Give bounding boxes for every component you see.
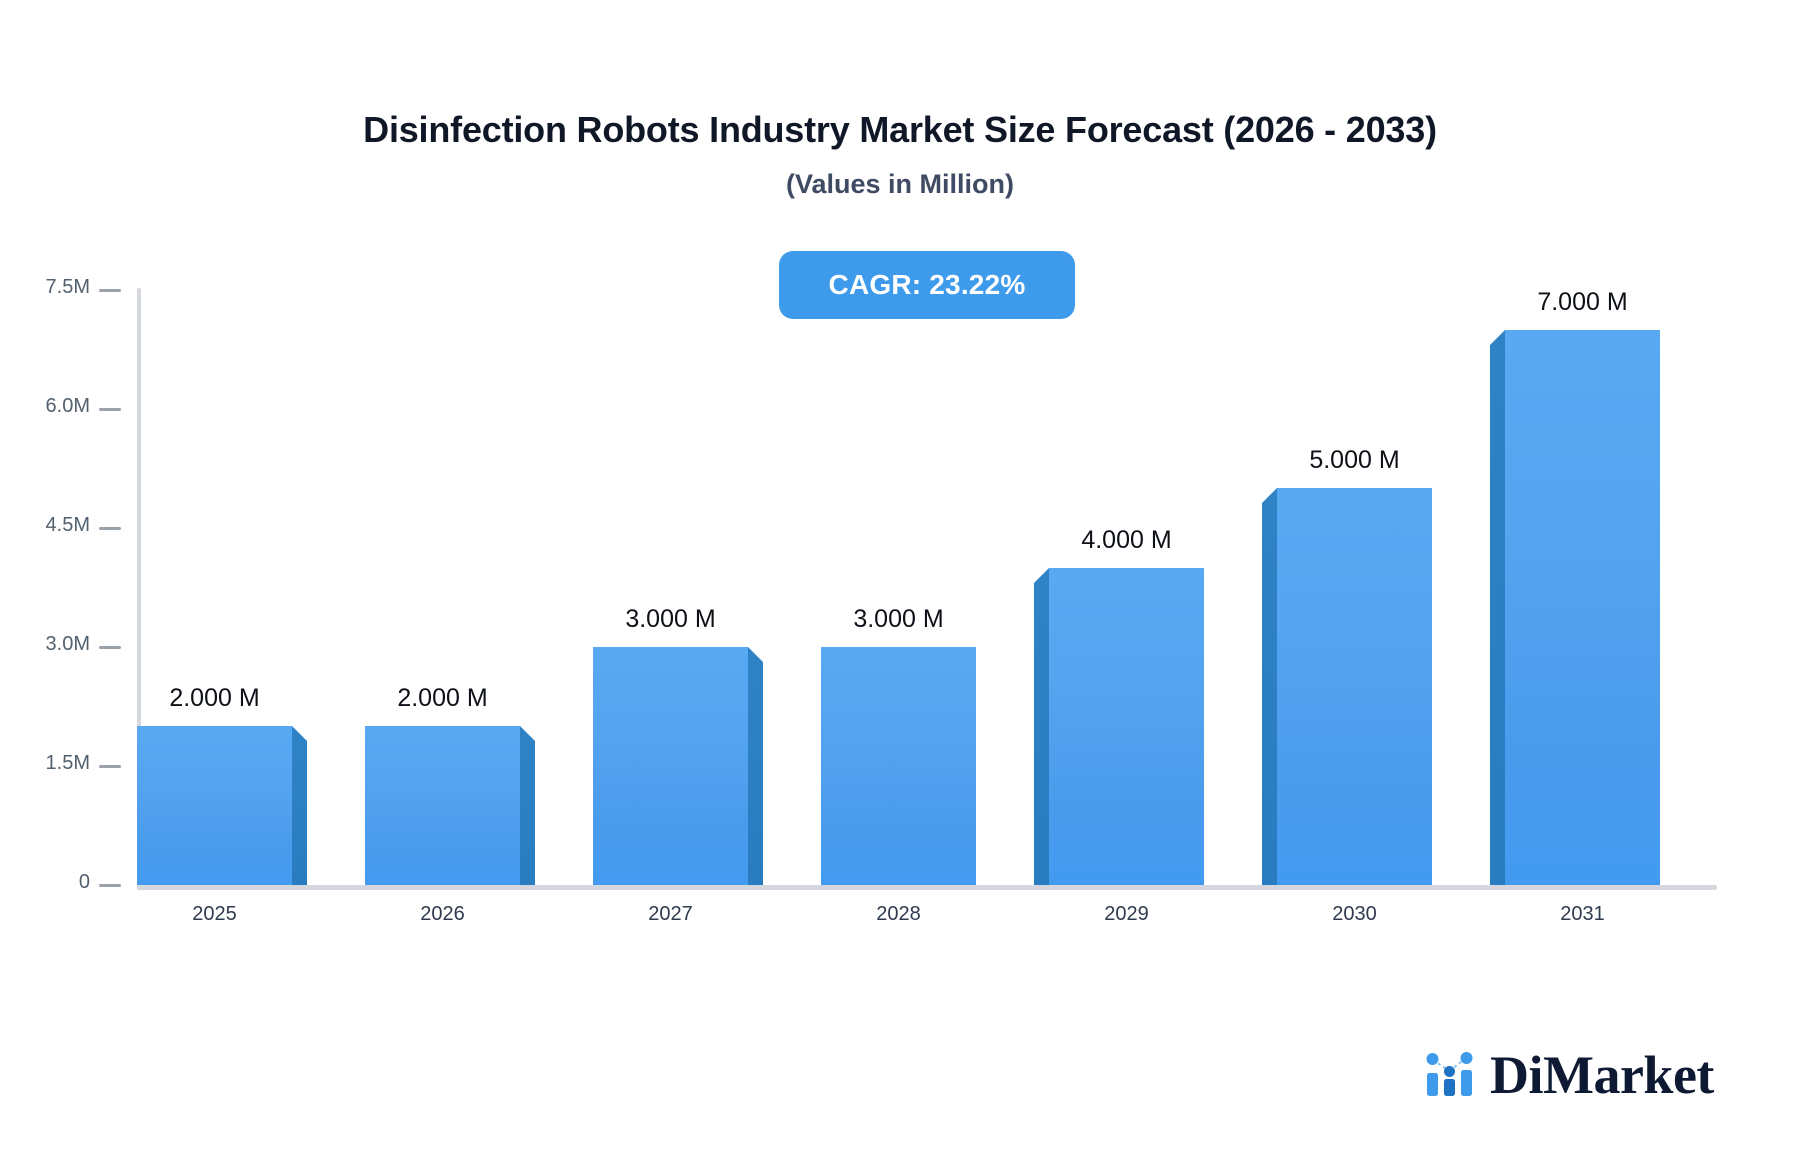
- bar-bevel: [1262, 488, 1277, 504]
- bar[interactable]: 3.000 M: [593, 605, 763, 885]
- bar[interactable]: 2.000 M: [365, 684, 535, 885]
- bar-value-label: 3.000 M: [625, 605, 716, 633]
- bar-value-label: 7.000 M: [1537, 287, 1628, 316]
- bar-face: [1277, 488, 1432, 885]
- x-axis-tick-label: 2027: [648, 903, 693, 925]
- bar[interactable]: 2.000 M: [137, 684, 307, 885]
- y-axis-tick-label: 0: [78, 871, 90, 893]
- y-axis-tick: [99, 884, 121, 887]
- bar-side-panel: [1490, 344, 1505, 885]
- bar-face: [137, 726, 292, 885]
- bar-side-panel: [520, 741, 535, 885]
- page-title: Disinfection Robots Industry Market Size…: [363, 109, 1437, 150]
- y-axis-tick-label: 7.5M: [45, 276, 90, 298]
- bar-face: [1505, 329, 1660, 885]
- y-axis-line: [137, 288, 141, 888]
- x-axis-tick-label: 2025: [192, 903, 237, 925]
- bar-side-panel: [1262, 503, 1277, 885]
- x-axis-tick-label: 2030: [1332, 903, 1377, 925]
- bar-face: [365, 726, 520, 885]
- x-axis-tick-label: 2028: [876, 903, 921, 925]
- x-axis-line: [137, 885, 1717, 890]
- brand-name: DiMarket: [1490, 1045, 1714, 1105]
- bar-side-panel: [1034, 582, 1049, 885]
- bar-bevel: [1034, 567, 1049, 583]
- chart-header: Disinfection Robots Industry Market Size…: [0, 110, 1800, 199]
- bar-bevel: [520, 726, 535, 742]
- y-axis-tick-label: 1.5M: [45, 752, 90, 774]
- brand-logo: DiMarket: [1424, 1038, 1714, 1112]
- bar-bevel: [1490, 329, 1505, 345]
- y-axis-tick-label: 4.5M: [45, 514, 90, 536]
- bar[interactable]: 3.000 M: [821, 605, 976, 885]
- chart-subtitle: (Values in Million): [785, 168, 1015, 199]
- y-axis-tick: [99, 646, 121, 649]
- x-axis-tick-label: 2031: [1560, 903, 1605, 925]
- bar-value-label: 5.000 M: [1309, 446, 1400, 475]
- bar-face: [593, 647, 748, 885]
- bar-chart-icon: [1424, 1047, 1476, 1104]
- bar-value-label: 2.000 M: [397, 684, 488, 713]
- x-axis-tick-label: 2029: [1104, 903, 1149, 925]
- y-axis-tick: [99, 408, 121, 411]
- bar-bevel: [748, 647, 763, 662]
- cagr-badge-label: CAGR: 23.22%: [828, 269, 1026, 300]
- bar-value-label: 2.000 M: [169, 684, 260, 713]
- bar-bevel: [292, 726, 307, 742]
- bar[interactable]: 5.000 M: [1262, 446, 1432, 885]
- bar[interactable]: 7.000 M: [1490, 288, 1660, 885]
- x-axis-tick-label: 2026: [420, 903, 465, 925]
- y-axis-tick: [99, 765, 121, 768]
- y-axis-tick-label: 3.0M: [45, 633, 90, 655]
- bar[interactable]: 4.000 M: [1034, 526, 1204, 885]
- y-axis-tick: [99, 289, 121, 292]
- y-axis-tick-label: 6.0M: [45, 395, 90, 417]
- y-axis-tick: [99, 527, 121, 530]
- bar-side-panel: [748, 662, 763, 885]
- bar-value-label: 4.000 M: [1081, 525, 1172, 554]
- bar-value-label: 3.000 M: [853, 605, 944, 633]
- bar-face: [1049, 567, 1204, 885]
- bar-face: [821, 647, 976, 885]
- cagr-badge: CAGR: 23.22%: [779, 251, 1075, 319]
- bar-side-panel: [292, 741, 307, 885]
